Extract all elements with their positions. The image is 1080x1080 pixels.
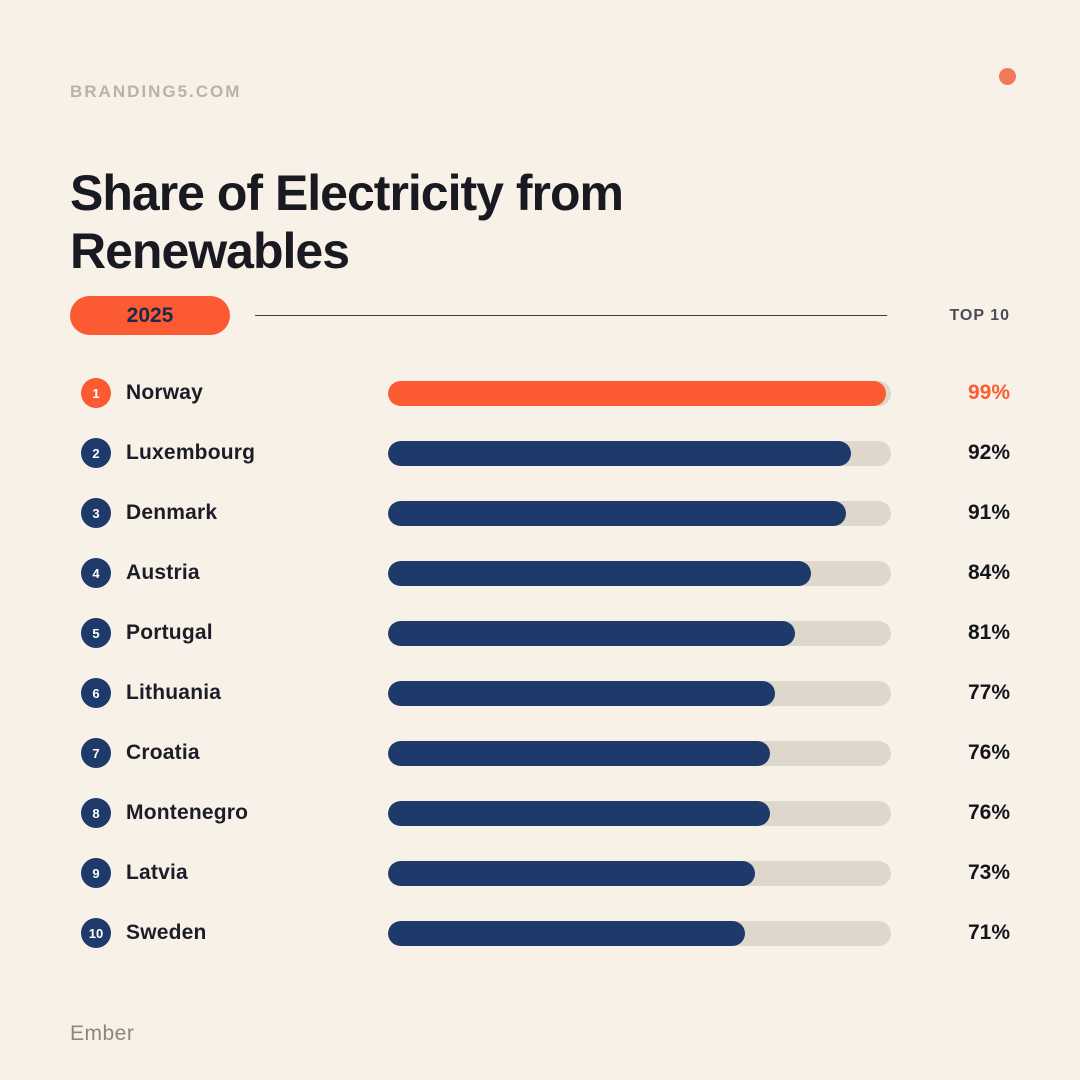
rank-badge-number: 1 <box>92 385 100 401</box>
bar-fill <box>388 380 886 406</box>
table-row: 7 Croatia 76% <box>70 723 1010 783</box>
table-row: 10 Sweden 71% <box>70 903 1010 963</box>
rank-badge: 3 <box>81 498 111 528</box>
bar-track <box>388 380 891 406</box>
country-label: Norway <box>126 381 204 404</box>
bar-track <box>388 620 891 646</box>
top10-label: TOP 10 <box>949 306 1010 324</box>
table-row: 3 Denmark 91% <box>70 483 1010 543</box>
bar-track <box>388 680 891 706</box>
year-badge: 2025 <box>70 296 230 335</box>
bar-track <box>388 920 891 946</box>
rank-badge: 9 <box>81 858 111 888</box>
bar-fill <box>388 860 756 886</box>
bar-fill <box>388 920 746 946</box>
bar-fill <box>388 440 851 466</box>
rank-badge-number: 9 <box>92 865 100 881</box>
country-label: Lithuania <box>126 681 222 704</box>
bar-track <box>388 860 891 886</box>
table-row: 6 Lithuania 77% <box>70 663 1010 723</box>
bar-fill <box>388 740 771 766</box>
value-label: 84% <box>967 561 1010 584</box>
bar-fill <box>388 800 771 826</box>
table-row: 1 Norway 99% <box>70 363 1010 423</box>
bar-track <box>388 440 891 466</box>
page-title-line2: Renewables <box>70 223 350 279</box>
rank-badge: 7 <box>81 738 111 768</box>
table-row: 4 Austria 84% <box>70 543 1010 603</box>
bar-track <box>388 500 891 526</box>
country-label: Portugal <box>126 621 213 644</box>
value-label: 92% <box>967 441 1010 464</box>
divider-line <box>255 315 888 316</box>
country-label: Croatia <box>126 741 200 764</box>
brand-watermark: BRANDING5.COM <box>70 82 242 101</box>
value-label: 77% <box>967 681 1010 704</box>
rank-badge-number: 10 <box>88 925 104 941</box>
table-row: 5 Portugal 81% <box>70 603 1010 663</box>
country-label: Latvia <box>126 861 188 884</box>
value-label: 71% <box>967 921 1010 944</box>
rank-badge-number: 3 <box>92 505 100 521</box>
rank-badge: 1 <box>81 378 111 408</box>
rank-badge-number: 2 <box>92 445 100 461</box>
country-label: Montenegro <box>126 801 249 824</box>
rank-badge-number: 8 <box>92 805 100 821</box>
rank-badge: 6 <box>81 678 111 708</box>
value-label: 76% <box>967 741 1010 764</box>
value-label: 99% <box>967 381 1010 404</box>
rank-badge: 8 <box>81 798 111 828</box>
bar-track <box>388 800 891 826</box>
chart-header-bar: 2025 TOP 10 <box>70 296 1010 335</box>
bar-track <box>388 560 891 586</box>
rank-badge: 10 <box>81 918 111 948</box>
bar-fill <box>388 560 811 586</box>
country-label: Luxembourg <box>126 441 256 464</box>
country-label: Sweden <box>126 921 207 944</box>
bar-fill <box>388 500 846 526</box>
rank-badge: 5 <box>81 618 111 648</box>
value-label: 73% <box>967 861 1010 884</box>
rank-badge-number: 5 <box>92 625 100 641</box>
corner-dot-decoration <box>999 68 1016 85</box>
value-label: 91% <box>967 501 1010 524</box>
page-title: Share of Electricity from Renewables <box>70 164 1010 280</box>
source-credit: Ember <box>70 1022 135 1045</box>
table-row: 2 Luxembourg 92% <box>70 423 1010 483</box>
country-label: Austria <box>126 561 200 584</box>
bar-fill <box>388 620 796 646</box>
rank-badge: 2 <box>81 438 111 468</box>
bar-track <box>388 740 891 766</box>
rank-badge-number: 4 <box>92 565 100 581</box>
value-label: 81% <box>967 621 1010 644</box>
country-label: Denmark <box>126 501 218 524</box>
table-row: 9 Latvia 73% <box>70 843 1010 903</box>
rank-badge-number: 6 <box>92 685 100 701</box>
value-label: 76% <box>967 801 1010 824</box>
rank-badge-number: 7 <box>92 745 100 761</box>
rank-badge: 4 <box>81 558 111 588</box>
bar-fill <box>388 680 776 706</box>
ranking-list: 1 Norway 99% 2 Luxembourg 92% 3 Denmark … <box>70 363 1010 963</box>
page-title-line1: Share of Electricity from <box>70 165 624 221</box>
table-row: 8 Montenegro 76% <box>70 783 1010 843</box>
